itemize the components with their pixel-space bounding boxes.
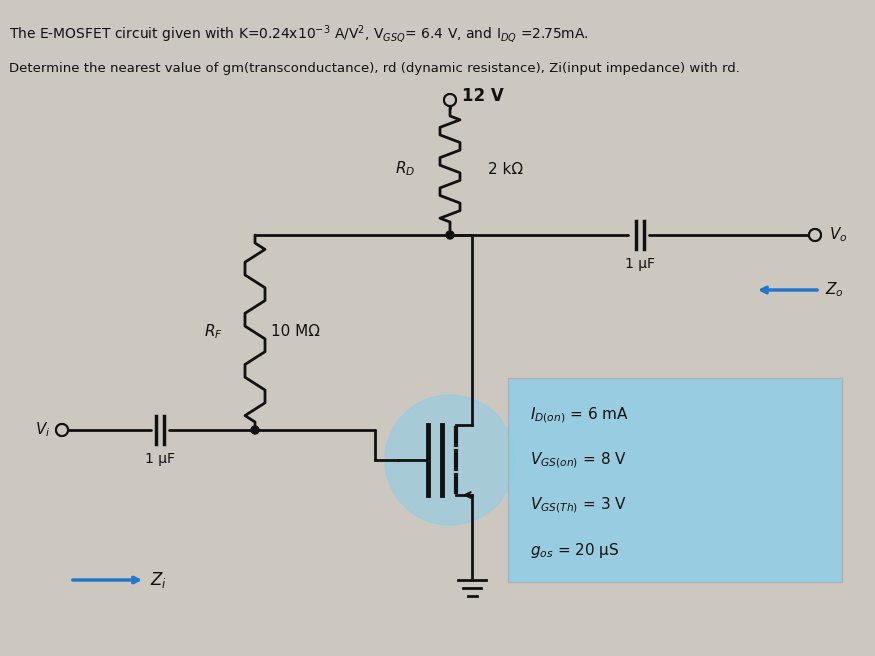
Circle shape	[446, 231, 454, 239]
Circle shape	[251, 426, 259, 434]
Text: 1 μF: 1 μF	[625, 257, 655, 271]
Text: $Z_i$: $Z_i$	[150, 570, 167, 590]
Text: $R_F$: $R_F$	[204, 323, 222, 341]
Circle shape	[809, 229, 821, 241]
Text: $Z_o$: $Z_o$	[825, 281, 844, 299]
Circle shape	[56, 424, 68, 436]
Text: $V_i$: $V_i$	[35, 420, 50, 440]
Text: $V_{GS(Th)}$ = 3 V: $V_{GS(Th)}$ = 3 V	[530, 495, 626, 515]
Text: 1 μF: 1 μF	[145, 452, 175, 466]
Circle shape	[809, 229, 821, 241]
Text: $I_{D(on)}$ = 6 mA: $I_{D(on)}$ = 6 mA	[530, 405, 629, 425]
Text: $V_o$: $V_o$	[829, 226, 848, 244]
Circle shape	[444, 94, 456, 106]
Text: The E-MOSFET circuit given with K=0.24x10$^{-3}$ A/V$^2$, V$_{GSQ}$= 6.4 V, and : The E-MOSFET circuit given with K=0.24x1…	[9, 23, 589, 45]
Circle shape	[385, 395, 515, 525]
Text: 2 kΩ: 2 kΩ	[488, 161, 523, 176]
Text: $V_{GS(on)}$ = 8 V: $V_{GS(on)}$ = 8 V	[530, 450, 626, 470]
Text: Determine the nearest value of gm(transconductance), rd (dynamic resistance), Zi: Determine the nearest value of gm(transc…	[9, 62, 739, 75]
Circle shape	[444, 94, 456, 106]
Text: $R_D$: $R_D$	[395, 159, 415, 178]
Text: 10 MΩ: 10 MΩ	[271, 325, 320, 340]
FancyBboxPatch shape	[508, 378, 842, 582]
Circle shape	[56, 424, 68, 436]
Text: 12 V: 12 V	[462, 87, 504, 105]
Text: $g_{os}$ = 20 μS: $g_{os}$ = 20 μS	[530, 541, 620, 560]
